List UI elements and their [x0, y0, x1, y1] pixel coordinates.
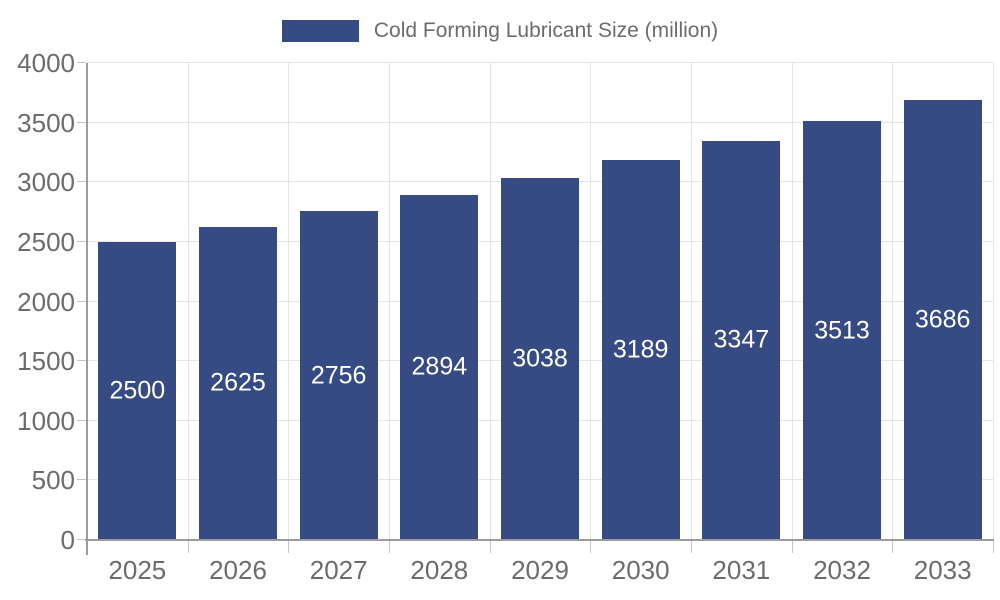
bar-value-label: 2500 [109, 376, 166, 405]
y-axis-tick-label: 0 [60, 525, 75, 555]
x-axis-tick-label: 2028 [410, 555, 469, 585]
gridline-horizontal [87, 62, 993, 63]
bar-value-label: 3347 [713, 325, 770, 354]
y-axis-line [86, 63, 88, 555]
bar: 3038 [501, 177, 579, 540]
y-axis-tick-label: 2500 [17, 226, 75, 257]
bar-value-label: 2756 [310, 361, 367, 390]
bar-value-label: 3189 [612, 335, 669, 364]
y-axis-tick-label: 1500 [17, 346, 75, 377]
x-axis-tick [690, 540, 692, 553]
x-axis-tick [892, 540, 894, 553]
x-axis-tick [187, 540, 189, 553]
y-axis-tick-label: 4000 [17, 48, 75, 78]
y-axis-tick-label: 3500 [17, 107, 75, 138]
bar-value-label: 3038 [512, 344, 568, 373]
x-axis-tick-label: 2025 [108, 555, 167, 585]
bar: 2894 [400, 194, 479, 540]
y-axis-tick [77, 181, 86, 183]
bar-value-label: 3513 [814, 316, 870, 345]
gridline-vertical [590, 63, 592, 540]
x-axis-tick [388, 540, 390, 553]
gridline-vertical [791, 63, 793, 540]
bar: 3189 [601, 159, 680, 540]
plot-area: 0 500 1000 1500 2000 2500 3000 3500 4000 2025 2026… [17, 50, 994, 583]
y-axis-tick [77, 360, 86, 362]
bar: 2756 [299, 211, 378, 540]
bar: 3347 [702, 140, 781, 540]
bar-value-label: 2894 [411, 352, 468, 381]
y-axis-tick-label: 1000 [17, 405, 75, 436]
gridline-horizontal [87, 121, 993, 123]
y-axis-tick [77, 121, 86, 123]
x-axis-tick [288, 540, 290, 553]
x-axis-line [85, 539, 994, 541]
y-axis-tick [77, 240, 86, 242]
x-axis-tick [489, 540, 491, 553]
y-axis-tick [77, 62, 86, 63]
legend-swatch [281, 20, 359, 42]
bar: 2500 [98, 241, 177, 540]
x-axis-tick-label: 2026 [209, 555, 267, 585]
gridline-vertical [993, 63, 994, 540]
x-axis-tick [791, 540, 793, 553]
gridline-vertical [187, 63, 189, 540]
y-axis-tick-label: 500 [31, 465, 75, 496]
y-axis-tick [77, 539, 86, 540]
bar-value-label: 2625 [210, 368, 266, 397]
x-axis-tick-label: 2029 [511, 555, 569, 585]
legend-label: Cold Forming Lubricant Size (million) [373, 19, 719, 42]
bar: 3513 [803, 121, 881, 540]
x-axis-tick-label: 2031 [712, 555, 771, 585]
y-axis-tick-label: 3000 [17, 167, 75, 198]
x-axis-tick-label: 2033 [913, 555, 972, 585]
x-axis-tick-label: 2030 [611, 555, 670, 585]
gridline-vertical [388, 63, 390, 540]
gridline-vertical [288, 63, 290, 540]
gridline-vertical [892, 63, 894, 540]
y-axis-tick [77, 419, 86, 421]
y-axis-tick [77, 300, 86, 302]
gridline-vertical [489, 63, 491, 540]
x-axis-tick [993, 540, 994, 553]
bar-value-label: 3686 [914, 305, 971, 334]
x-axis-tick-label: 2027 [309, 555, 368, 585]
x-axis-tick-label: 2032 [813, 555, 871, 585]
bar: 3686 [903, 100, 982, 540]
x-axis-tick [590, 540, 592, 553]
y-axis-tick-label: 2000 [17, 286, 75, 317]
y-axis-tick [77, 479, 86, 481]
gridline-vertical [690, 63, 692, 540]
bar: 2625 [198, 226, 277, 540]
chart-legend-item[interactable]: Cold Forming Lubricant Size (million) [0, 17, 1000, 45]
